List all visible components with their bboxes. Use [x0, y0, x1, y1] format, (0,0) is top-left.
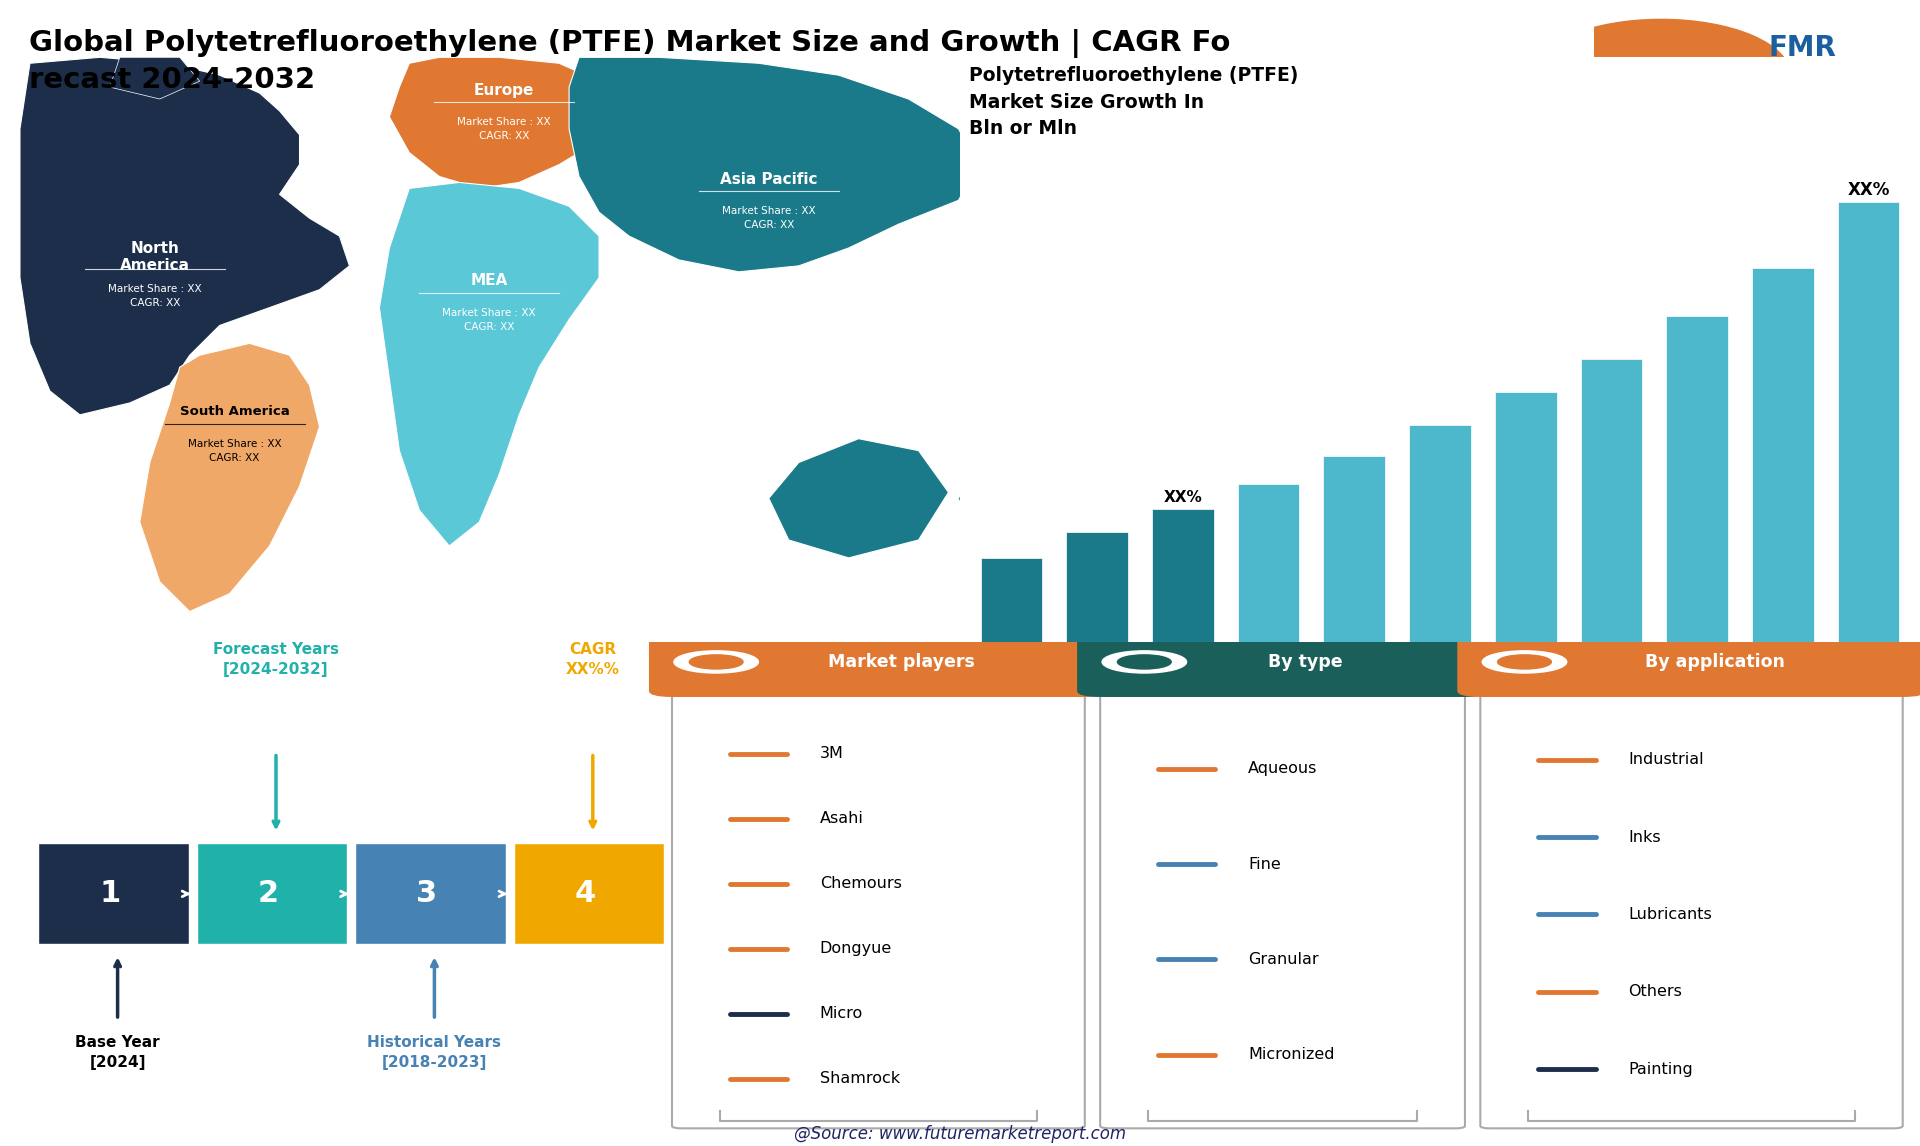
Text: 1: 1 [100, 879, 121, 909]
Polygon shape [140, 344, 319, 612]
Polygon shape [958, 474, 989, 523]
Bar [1066, 532, 1129, 653]
Text: By type: By type [1269, 653, 1342, 670]
Text: Market players: Market players [828, 653, 975, 670]
Text: 3M: 3M [820, 746, 843, 761]
Bar [1751, 268, 1814, 653]
Text: Asahi: Asahi [820, 811, 864, 826]
Polygon shape [390, 57, 618, 188]
Text: FMR: FMR [1768, 34, 1836, 62]
Text: Historical Years
[2018-2023]: Historical Years [2018-2023] [367, 1035, 501, 1070]
Text: Europe: Europe [474, 83, 534, 97]
Text: Granular: Granular [1248, 952, 1319, 967]
Text: MEA: MEA [470, 273, 509, 289]
Text: Forecast Years
[2024-2032]: Forecast Years [2024-2032] [213, 642, 340, 677]
Text: 4: 4 [574, 879, 595, 909]
Text: Market Share : XX
CAGR: XX: Market Share : XX CAGR: XX [188, 439, 282, 463]
Text: South America: South America [180, 406, 290, 418]
Polygon shape [568, 57, 979, 272]
FancyBboxPatch shape [1480, 659, 1903, 1129]
Text: Polytetrefluoroethylene (PTFE)
Market Size Growth In
Bln or Mln: Polytetrefluoroethylene (PTFE) Market Si… [968, 66, 1298, 139]
FancyBboxPatch shape [1457, 627, 1920, 697]
Polygon shape [19, 57, 349, 415]
Bar [1238, 484, 1300, 653]
Text: CAGR
XX%%: CAGR XX%% [566, 642, 620, 677]
Bar [1152, 509, 1213, 653]
Circle shape [1498, 654, 1551, 669]
Text: XX%: XX% [1164, 490, 1202, 505]
Bar [1409, 425, 1471, 653]
Text: Market Share : XX
CAGR: XX: Market Share : XX CAGR: XX [722, 206, 816, 230]
Text: Asia Pacific: Asia Pacific [720, 172, 818, 187]
Circle shape [1532, 19, 1789, 131]
Text: Inks: Inks [1628, 830, 1661, 845]
Circle shape [1102, 651, 1187, 673]
Text: Dongyue: Dongyue [820, 941, 893, 956]
Text: Micro: Micro [820, 1006, 864, 1021]
Text: Lubricants: Lubricants [1628, 906, 1713, 921]
Text: Chemours: Chemours [820, 877, 902, 892]
Polygon shape [768, 439, 948, 558]
Text: XX%: XX% [1847, 181, 1889, 199]
Bar [1837, 202, 1899, 653]
FancyBboxPatch shape [38, 843, 188, 944]
Bar [981, 558, 1043, 653]
Text: 📢: 📢 [1651, 61, 1670, 89]
FancyBboxPatch shape [672, 659, 1085, 1129]
Text: Painting: Painting [1628, 1061, 1693, 1076]
Text: North
America: North America [119, 241, 190, 273]
Polygon shape [380, 182, 599, 545]
Text: 3: 3 [417, 879, 438, 909]
FancyBboxPatch shape [1100, 659, 1465, 1129]
Text: By application: By application [1645, 653, 1784, 670]
Text: Aqueous: Aqueous [1248, 761, 1317, 776]
Bar [1580, 359, 1642, 653]
Text: Base Year
[2024]: Base Year [2024] [75, 1035, 159, 1070]
Text: Global Polytetrefluoroethylene (PTFE) Market Size and Growth | CAGR Fo
recast 20: Global Polytetrefluoroethylene (PTFE) Ma… [29, 29, 1231, 94]
Polygon shape [109, 57, 200, 99]
Text: Others: Others [1628, 984, 1682, 999]
Text: Market Share : XX
CAGR: XX: Market Share : XX CAGR: XX [108, 284, 202, 307]
Text: Shamrock: Shamrock [820, 1072, 900, 1086]
Text: Micronized: Micronized [1248, 1047, 1334, 1062]
FancyBboxPatch shape [196, 843, 348, 944]
Circle shape [689, 654, 743, 669]
Text: Market Share : XX
CAGR: XX: Market Share : XX CAGR: XX [457, 117, 551, 141]
FancyBboxPatch shape [513, 843, 664, 944]
FancyBboxPatch shape [355, 843, 505, 944]
Text: Industrial: Industrial [1628, 752, 1703, 768]
Bar [1496, 392, 1557, 653]
Circle shape [1482, 651, 1567, 673]
Text: Fine: Fine [1248, 856, 1281, 872]
Bar [1667, 316, 1728, 653]
Bar [1323, 455, 1384, 653]
Circle shape [674, 651, 758, 673]
Text: @Source: www.futuremarketreport.com: @Source: www.futuremarketreport.com [795, 1125, 1125, 1144]
Text: Market Share : XX
CAGR: XX: Market Share : XX CAGR: XX [442, 307, 536, 331]
Text: FUTURE MARKET REPORT: FUTURE MARKET REPORT [1738, 93, 1866, 102]
Circle shape [1117, 654, 1171, 669]
FancyBboxPatch shape [1077, 627, 1488, 697]
FancyBboxPatch shape [649, 627, 1108, 697]
Text: 2: 2 [257, 879, 278, 909]
